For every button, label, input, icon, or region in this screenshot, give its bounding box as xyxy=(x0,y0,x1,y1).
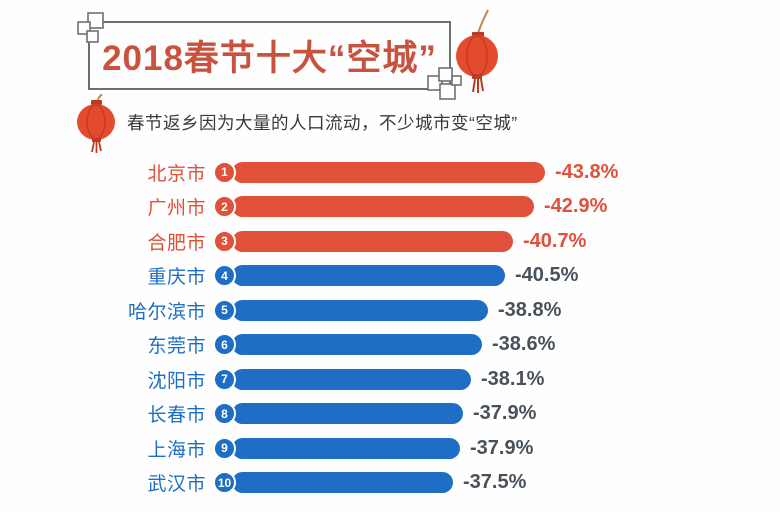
value-bar xyxy=(232,437,460,459)
rank-badge: 4 xyxy=(213,264,236,288)
value-label: -38.6% xyxy=(492,333,556,356)
value-label: -42.9% xyxy=(544,195,608,218)
chart-row: 广州市 2 -42.9% xyxy=(0,190,780,225)
rank-badge: 2 xyxy=(213,195,236,219)
value-bar xyxy=(232,161,545,183)
rank-badge: 1 xyxy=(213,160,236,184)
value-bar xyxy=(232,472,453,494)
value-label: -40.7% xyxy=(523,229,587,252)
value-bar xyxy=(232,403,463,425)
value-bar xyxy=(232,368,471,390)
value-bar xyxy=(232,265,505,287)
city-label: 东莞市 xyxy=(147,336,206,358)
chart-row: 东莞市 6 -38.6% xyxy=(0,328,780,363)
title-box: 2018春节十大“空城” xyxy=(77,12,462,100)
city-label: 上海市 xyxy=(147,439,206,461)
rank-badge: 9 xyxy=(213,436,236,460)
value-label: -43.8% xyxy=(555,160,619,183)
square-ornament-icon xyxy=(427,67,462,100)
subtitle: 春节返乡因为大量的人口流动，不少城市变“空城” xyxy=(127,113,518,133)
value-label: -37.9% xyxy=(473,402,537,425)
square-ornament-icon xyxy=(77,12,104,43)
city-label: 沈阳市 xyxy=(147,370,206,392)
chart-row: 上海市 9 -37.9% xyxy=(0,431,780,466)
value-bar xyxy=(232,196,534,218)
chart-row: 沈阳市 7 -38.1% xyxy=(0,362,780,397)
rank-badge: 8 xyxy=(213,402,236,426)
city-label: 北京市 xyxy=(147,163,206,185)
value-label: -38.8% xyxy=(498,298,562,321)
value-label: -40.5% xyxy=(515,264,579,287)
chart-row: 长春市 8 -37.9% xyxy=(0,397,780,432)
rank-badge: 10 xyxy=(213,471,236,495)
chart-row: 哈尔滨市 5 -38.8% xyxy=(0,293,780,328)
red-lantern-icon xyxy=(456,9,498,93)
city-label: 哈尔滨市 xyxy=(127,301,206,323)
rank-badge: 7 xyxy=(213,367,236,391)
red-lantern-icon xyxy=(77,94,115,153)
chart-row: 武汉市 10 -37.5% xyxy=(0,466,780,501)
chart-row: 合肥市 3 -40.7% xyxy=(0,224,780,259)
city-label: 广州市 xyxy=(147,198,206,220)
value-bar xyxy=(232,299,488,321)
city-label: 合肥市 xyxy=(147,232,206,254)
rank-badge: 6 xyxy=(213,333,236,357)
page-title: 2018春节十大“空城” xyxy=(102,39,437,78)
value-label: -37.5% xyxy=(463,471,527,494)
city-label: 长春市 xyxy=(147,405,206,427)
value-label: -37.9% xyxy=(470,436,534,459)
chart-row: 重庆市 4 -40.5% xyxy=(0,259,780,294)
city-label: 武汉市 xyxy=(147,474,206,496)
value-bar xyxy=(232,230,513,252)
value-label: -38.1% xyxy=(481,367,545,390)
bar-chart: 北京市 1 -43.8% 广州市 2 -42.9% 合肥市 3 -40.7% 重… xyxy=(0,155,780,500)
value-bar xyxy=(232,334,482,356)
rank-badge: 5 xyxy=(213,298,236,322)
city-label: 重庆市 xyxy=(147,267,206,289)
rank-badge: 3 xyxy=(213,229,236,253)
chart-row: 北京市 1 -43.8% xyxy=(0,155,780,190)
